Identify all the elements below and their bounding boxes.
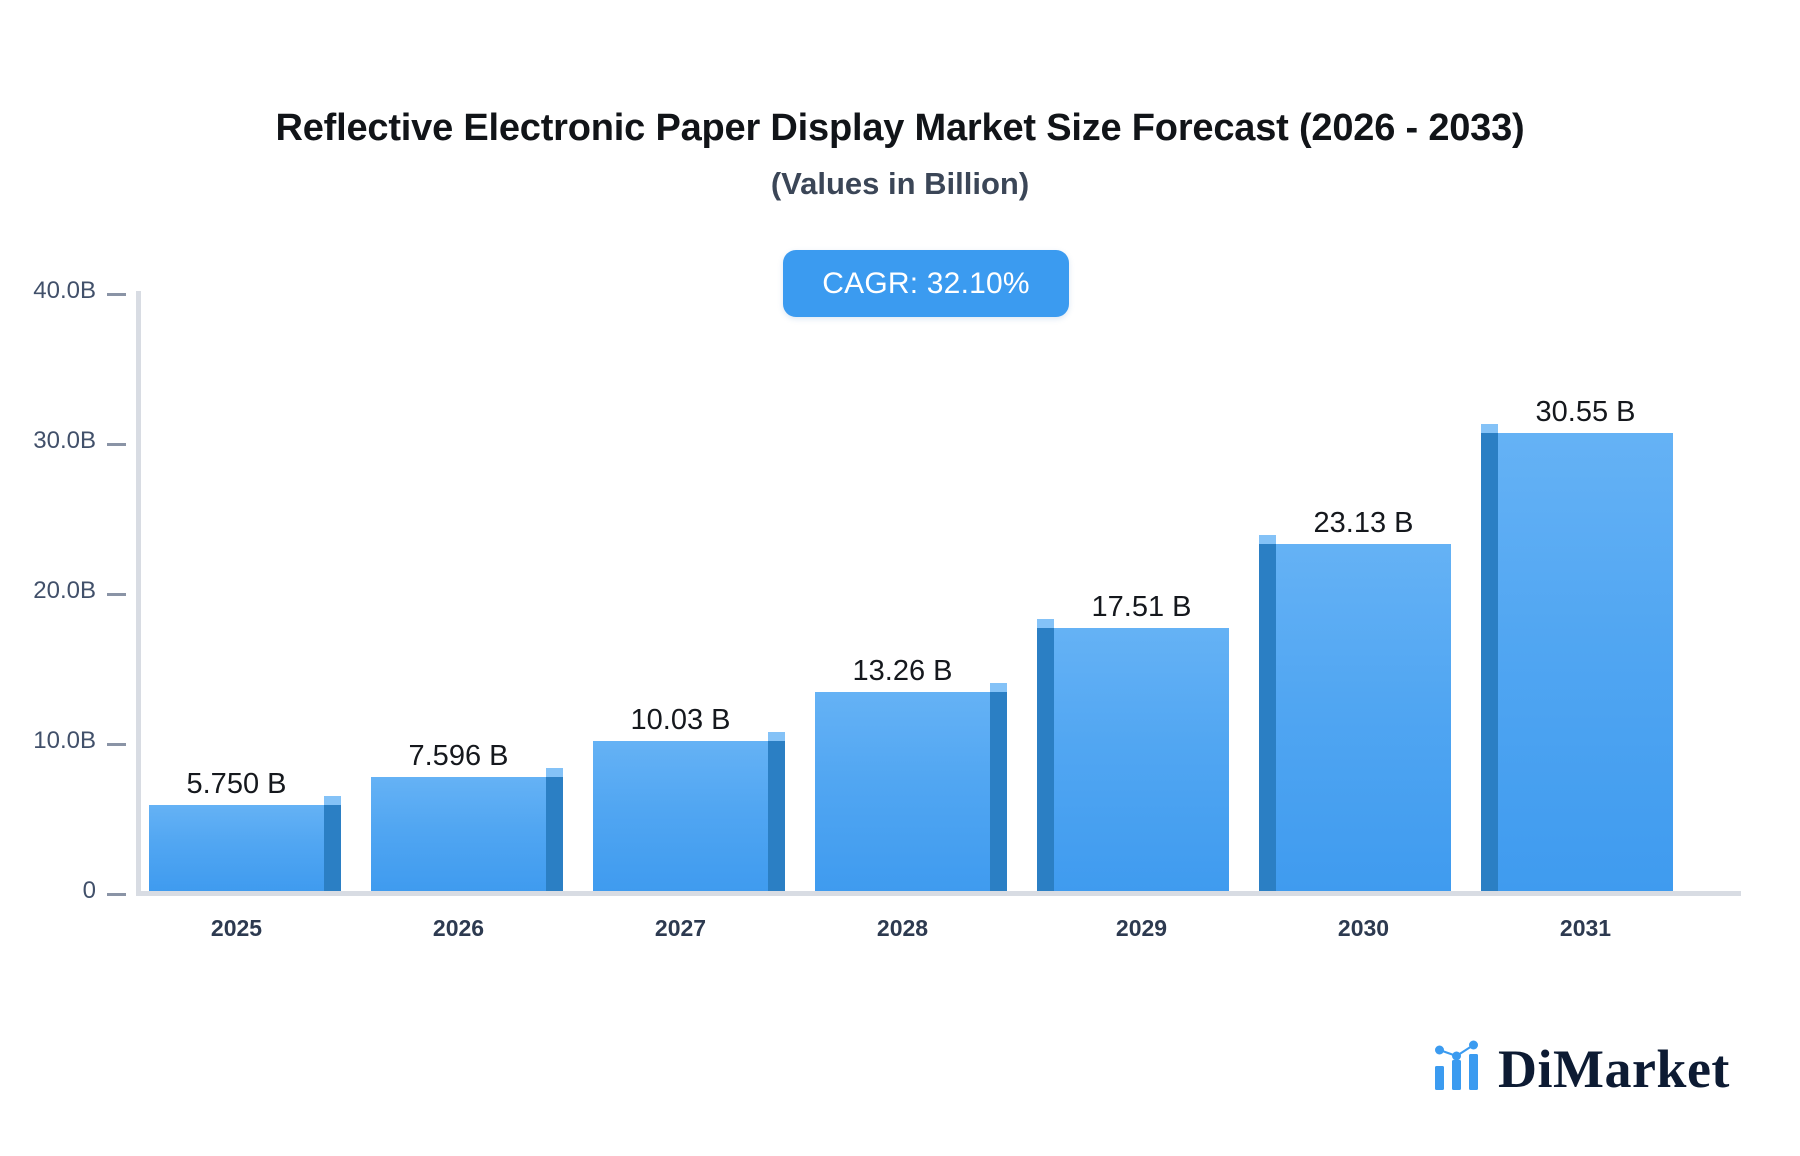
y-axis-line bbox=[136, 291, 141, 895]
y-tick-30: 30.0B bbox=[0, 427, 136, 454]
x-axis-line bbox=[136, 891, 1741, 896]
bar-value-2029: 17.51 B bbox=[1091, 591, 1192, 623]
bar-top-face bbox=[1037, 619, 1054, 628]
chart-header: Reflective Electronic Paper Display Mark… bbox=[0, 107, 1800, 202]
bar-side-face bbox=[324, 805, 341, 891]
bar-2031[interactable] bbox=[1481, 424, 1673, 891]
x-label-2029: 2029 bbox=[1115, 915, 1168, 941]
y-tick-label: 20.0B bbox=[33, 577, 96, 604]
y-tick-20: 20.0B bbox=[0, 577, 136, 604]
x-label-2026: 2026 bbox=[432, 915, 485, 941]
y-tick-mark bbox=[107, 893, 126, 896]
bar-side-face bbox=[546, 777, 563, 891]
bar-2029[interactable] bbox=[1037, 619, 1229, 891]
x-label-2031: 2031 bbox=[1559, 915, 1612, 941]
bar-top-face bbox=[1481, 424, 1498, 433]
bar-2026[interactable] bbox=[371, 768, 563, 891]
x-label-2028: 2028 bbox=[876, 915, 929, 941]
bar-top-face bbox=[546, 768, 563, 777]
bar-value-2025: 5.750 B bbox=[186, 768, 287, 800]
y-tick-label: 10.0B bbox=[33, 727, 96, 754]
bar-value-2027: 10.03 B bbox=[630, 704, 731, 736]
cagr-badge: CAGR: 32.10% bbox=[783, 250, 1069, 317]
bar-side-face bbox=[990, 692, 1007, 891]
bar-value-2031: 30.55 B bbox=[1535, 396, 1636, 428]
bar-side-face bbox=[1037, 628, 1054, 891]
y-tick-0: 0 bbox=[0, 877, 136, 904]
x-label-2025: 2025 bbox=[210, 915, 263, 941]
bar-2030[interactable] bbox=[1259, 535, 1451, 891]
bar-2028[interactable] bbox=[815, 683, 1007, 891]
bar-top-face bbox=[990, 683, 1007, 692]
bar-value-2026: 7.596 B bbox=[408, 740, 509, 772]
bar-value-2028: 13.26 B bbox=[852, 655, 953, 687]
y-tick-mark bbox=[107, 443, 126, 446]
bar-side-face bbox=[768, 741, 785, 891]
bar-top-face bbox=[324, 796, 341, 805]
bar-side-face bbox=[1259, 544, 1276, 891]
x-label-2027: 2027 bbox=[654, 915, 707, 941]
y-tick-label: 30.0B bbox=[33, 427, 96, 454]
y-tick-label: 40.0B bbox=[33, 277, 96, 304]
y-tick-mark bbox=[107, 293, 126, 296]
y-tick-label: 0 bbox=[82, 877, 96, 904]
bar-2025[interactable] bbox=[149, 796, 341, 891]
y-tick-10: 10.0B bbox=[0, 727, 136, 754]
page-title: Reflective Electronic Paper Display Mark… bbox=[275, 107, 1525, 149]
bar-top-face bbox=[768, 732, 785, 741]
y-tick-mark bbox=[107, 743, 126, 746]
x-label-2030: 2030 bbox=[1337, 915, 1390, 941]
y-tick-40: 40.0B bbox=[0, 277, 136, 304]
chart-subtitle: (Values in Billion) bbox=[770, 165, 1030, 201]
bar-value-2030: 23.13 B bbox=[1313, 507, 1414, 539]
cagr-badge-label: CAGR: 32.10% bbox=[822, 266, 1030, 300]
bar-2027[interactable] bbox=[593, 732, 785, 891]
y-tick-mark bbox=[107, 593, 126, 596]
dimarket-logo: DiMarket bbox=[1432, 1040, 1730, 1097]
bar-top-face bbox=[1259, 535, 1276, 544]
bar-chart-icon bbox=[1432, 1040, 1484, 1097]
logo-text: DiMarket bbox=[1498, 1038, 1730, 1099]
bar-side-face bbox=[1481, 433, 1498, 891]
